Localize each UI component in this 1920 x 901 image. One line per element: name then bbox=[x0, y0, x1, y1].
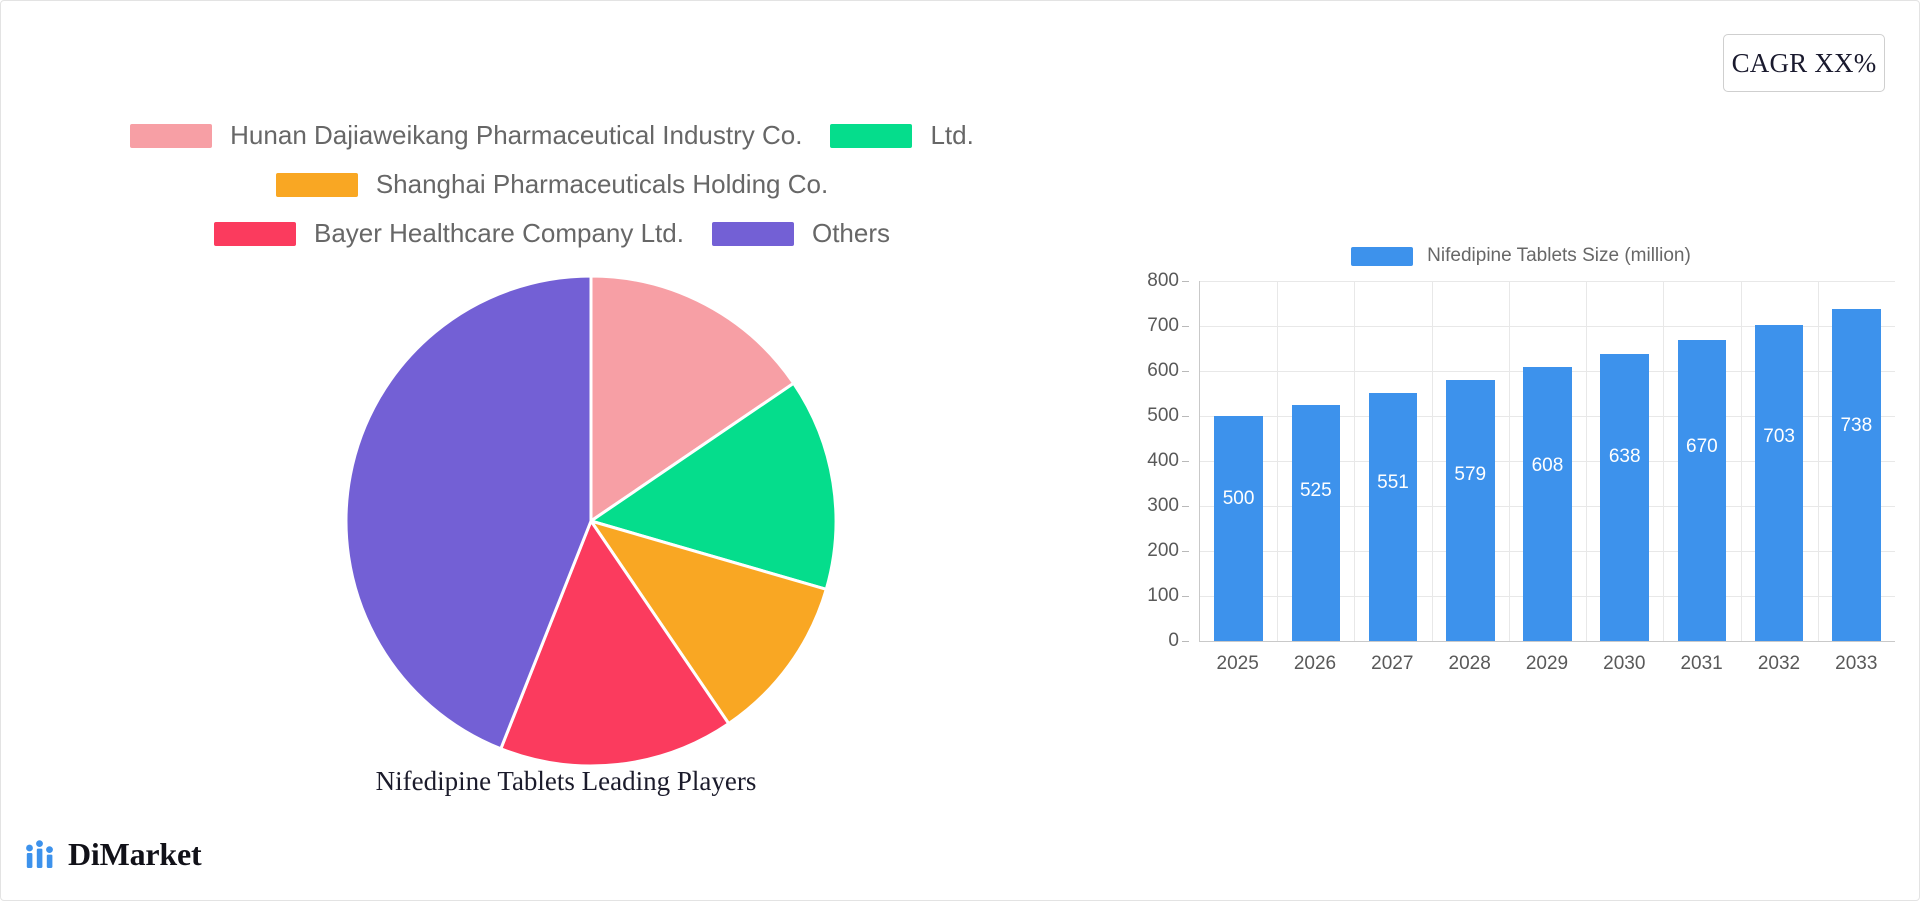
bar-value-label: 608 bbox=[1531, 454, 1564, 476]
bar-legend-label: Nifedipine Tablets Size (million) bbox=[1427, 245, 1691, 266]
bar-slot: 525 bbox=[1277, 281, 1354, 641]
bar[interactable]: 551 bbox=[1368, 393, 1418, 641]
pie-slice[interactable] bbox=[589, 274, 796, 524]
x-axis-tick-label: 2033 bbox=[1835, 653, 1878, 674]
pie-slice[interactable] bbox=[587, 518, 829, 726]
bar[interactable]: 500 bbox=[1214, 416, 1263, 641]
pie-slice[interactable] bbox=[344, 274, 593, 751]
y-axis-tick-label: 800 bbox=[1147, 270, 1189, 291]
pie-chart-panel: Hunan Dajiaweikang Pharmaceutical Indust… bbox=[1, 111, 1131, 821]
bar-slot: 738 bbox=[1818, 281, 1895, 641]
bar-slot: 500 bbox=[1200, 281, 1277, 641]
bar-value-label: 525 bbox=[1299, 480, 1332, 502]
pie-legend-label: Others bbox=[811, 218, 890, 248]
pie-legend-item-bayer[interactable]: Bayer Healthcare Company Ltd. bbox=[214, 218, 712, 249]
bar[interactable]: 525 bbox=[1291, 404, 1341, 641]
legend-swatch-icon bbox=[130, 123, 213, 148]
bar-slot: 579 bbox=[1432, 281, 1509, 641]
bar-chart-plot: 800 700 600 500 400 300 200 100 0 500 525 551 579 60… bbox=[1141, 270, 1901, 681]
y-axis-tick-label: 400 bbox=[1147, 450, 1189, 471]
vertical-gridline bbox=[1431, 281, 1433, 641]
x-axis-tick-label: 2026 bbox=[1293, 653, 1337, 674]
pie-legend-item-shanghai[interactable]: Shanghai Pharmaceuticals Holding Co. bbox=[275, 169, 856, 200]
y-axis-tick-label: 700 bbox=[1147, 315, 1189, 336]
cagr-badge: CAGR XX% bbox=[1723, 34, 1885, 92]
pie-legend-row: Hunan Dajiaweikang Pharmaceutical Indust… bbox=[1, 111, 1131, 160]
plot-area: 500 525 551 579 608 638 670 703 738 bbox=[1199, 281, 1895, 642]
y-axis-tick-label: 300 bbox=[1147, 495, 1189, 516]
bar[interactable]: 738 bbox=[1832, 308, 1881, 641]
pie-legend-item-ltd[interactable]: Ltd. bbox=[830, 120, 1001, 151]
bar[interactable]: 670 bbox=[1677, 339, 1727, 641]
y-axis-tick-label: 100 bbox=[1147, 585, 1189, 606]
bar[interactable]: 579 bbox=[1445, 380, 1495, 641]
pie-legend: Hunan Dajiaweikang Pharmaceutical Indust… bbox=[1, 111, 1131, 258]
gridline bbox=[1200, 281, 1895, 282]
vertical-gridline bbox=[1740, 281, 1742, 641]
legend-swatch-icon bbox=[1351, 246, 1414, 266]
vertical-gridline bbox=[1817, 281, 1819, 641]
pie-legend-label: Ltd. bbox=[930, 120, 974, 150]
pie-legend-label: Hunan Dajiaweikang Pharmaceutical Indust… bbox=[230, 120, 803, 150]
x-axis-tick-label: 2032 bbox=[1757, 653, 1801, 674]
bar-slot: 670 bbox=[1663, 281, 1740, 641]
x-axis-tick-label: 2031 bbox=[1680, 653, 1723, 674]
pie-chart-svg bbox=[344, 274, 838, 768]
pie-slice[interactable] bbox=[498, 517, 731, 768]
bar-series: 500 525 551 579 608 638 670 703 738 bbox=[1200, 281, 1895, 641]
x-axis: 2025 2026 2027 2028 2029 2030 2031 2032 2033 bbox=[1199, 653, 1895, 675]
legend-swatch-icon bbox=[830, 123, 913, 148]
legend-swatch-icon bbox=[214, 221, 296, 246]
bar-slot: 608 bbox=[1509, 281, 1586, 641]
vertical-gridline bbox=[1354, 281, 1356, 641]
bar-chart-icon bbox=[26, 839, 53, 868]
dimarket-logo: DiMarket bbox=[25, 836, 202, 873]
bar-value-label: 703 bbox=[1763, 425, 1795, 447]
x-axis-tick-label: 2025 bbox=[1216, 653, 1259, 674]
y-axis-tick-label: 200 bbox=[1147, 540, 1189, 561]
pie-legend-item-others[interactable]: Others bbox=[711, 218, 918, 249]
legend-swatch-icon bbox=[275, 172, 358, 197]
bar-slot: 551 bbox=[1354, 281, 1431, 641]
x-axis-tick-label: 2030 bbox=[1603, 653, 1646, 674]
vertical-gridline bbox=[1663, 281, 1665, 641]
legend-swatch-icon bbox=[711, 221, 794, 246]
bar-value-label: 500 bbox=[1222, 488, 1255, 509]
pie-legend-row: Bayer Healthcare Company Ltd. Others bbox=[1, 209, 1131, 258]
y-axis-tick-label: 0 bbox=[1168, 630, 1189, 651]
pie-chart[interactable] bbox=[341, 271, 841, 771]
pie-legend-label: Bayer Healthcare Company Ltd. bbox=[314, 218, 684, 248]
x-axis-tick-label: 2029 bbox=[1525, 653, 1569, 674]
bar[interactable]: 638 bbox=[1600, 353, 1650, 641]
bar-value-label: 670 bbox=[1686, 435, 1718, 457]
y-axis-tick-label: 600 bbox=[1147, 360, 1189, 381]
bar-value-label: 551 bbox=[1377, 472, 1409, 494]
y-axis-tick-label: 500 bbox=[1147, 405, 1189, 426]
gridline bbox=[1200, 326, 1895, 327]
bar-value-label: 579 bbox=[1454, 463, 1487, 485]
cagr-badge-label: CAGR XX% bbox=[1731, 47, 1877, 78]
dimarket-logo-text: DiMarket bbox=[68, 836, 202, 872]
pie-legend-item-hunan[interactable]: Hunan Dajiaweikang Pharmaceutical Indust… bbox=[130, 120, 830, 151]
pie-legend-label: Shanghai Pharmaceuticals Holding Co. bbox=[375, 169, 829, 199]
vertical-gridline bbox=[1277, 281, 1279, 641]
x-axis-tick-label: 2028 bbox=[1448, 653, 1491, 674]
bar[interactable]: 608 bbox=[1523, 367, 1572, 641]
y-axis: 800 700 600 500 400 300 200 100 0 bbox=[1141, 270, 1189, 651]
bar-slot: 638 bbox=[1586, 281, 1663, 641]
bar-slot: 703 bbox=[1741, 281, 1818, 641]
pie-legend-row: Shanghai Pharmaceuticals Holding Co. bbox=[1, 160, 1131, 209]
vertical-gridline bbox=[1586, 281, 1588, 641]
x-axis-tick-label: 2027 bbox=[1371, 653, 1414, 674]
bar[interactable]: 703 bbox=[1754, 324, 1804, 641]
pie-chart-title: Nifedipine Tablets Leading Players bbox=[375, 766, 757, 796]
bar-chart-legend[interactable]: Nifedipine Tablets Size (million) bbox=[1141, 241, 1901, 271]
bar-chart-panel: Nifedipine Tablets Size (million) 800 700… bbox=[1141, 241, 1901, 681]
vertical-gridline bbox=[1508, 281, 1510, 641]
bar-value-label: 638 bbox=[1608, 445, 1641, 467]
bar-value-label: 738 bbox=[1840, 415, 1873, 437]
